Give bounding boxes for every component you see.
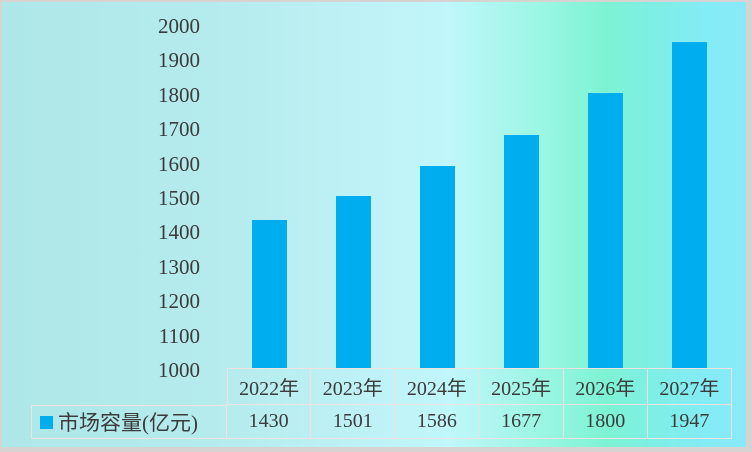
bar-2027年[interactable] [672,42,708,368]
y-axis-tick-label: 2000 [158,14,200,38]
table-col-header: 2023年 [311,368,396,405]
data-table: 2022年 2023年 2024年 2025年 2026年 2027年 市场容量(亿元) … [31,368,732,439]
table-value-cell: 1430 [227,405,312,439]
table-value-cell: 1677 [479,405,564,439]
y-axis-tick-label: 1000 [158,358,200,382]
y-axis-tick-label: 1700 [158,117,200,141]
chart-panel: 2000 1900 1800 1700 1600 1500 1400 1300 1200 1100… [2,2,746,447]
bar-2022年[interactable] [251,220,287,368]
y-axis-tick-label: 1200 [158,289,200,313]
legend-cell: 市场容量(亿元) [31,405,227,439]
table-col-header: 2025年 [479,368,564,405]
table-col-header: 2022年 [227,368,312,405]
table-value-cell: 1800 [563,405,648,439]
bar-2026年[interactable] [588,92,624,368]
table-col-header: 2026年 [563,368,648,405]
y-axis-tick-label: 1100 [158,324,200,348]
y-axis-tick-label: 1500 [158,186,200,210]
y-axis-tick-label: 1300 [158,255,200,279]
series-name-label: 市场容量(亿元) [58,411,198,435]
bar-2023年[interactable] [335,195,371,368]
table-value-cell: 1586 [395,405,480,439]
bar-2025年[interactable] [504,135,540,368]
y-axis-tick-label: 1800 [158,83,200,107]
y-axis-tick-label: 1400 [158,220,200,244]
table-col-header: 2024年 [395,368,480,405]
table-col-header: 2027年 [647,368,732,405]
bar-2024年[interactable] [419,166,455,368]
table-value-cell: 1947 [647,405,732,439]
y-axis-tick-label: 1900 [158,48,200,72]
table-value-cell: 1501 [311,405,396,439]
series-color-swatch [40,415,53,429]
y-axis-tick-label: 1600 [158,152,200,176]
table-corner-spacer [31,368,227,405]
